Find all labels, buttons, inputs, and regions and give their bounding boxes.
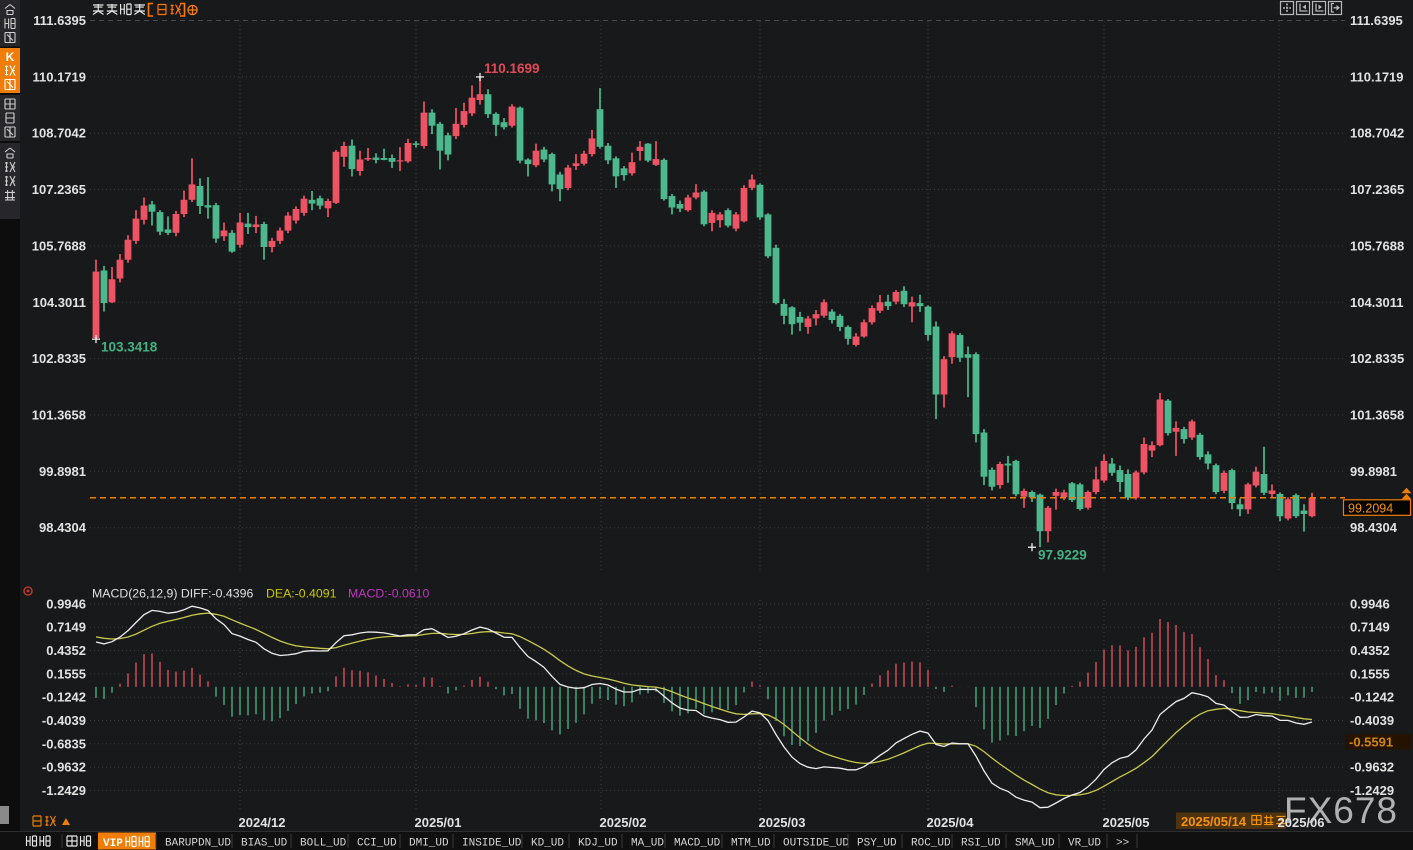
svg-text:-1.2429: -1.2429 bbox=[42, 783, 86, 798]
svg-text:BARUPDN_UD: BARUPDN_UD bbox=[165, 838, 231, 850]
svg-text:108.7042: 108.7042 bbox=[32, 126, 86, 141]
svg-text:-0.9632: -0.9632 bbox=[1350, 760, 1394, 775]
svg-text:0.4352: 0.4352 bbox=[1350, 643, 1390, 658]
svg-text:107.2365: 107.2365 bbox=[1350, 182, 1404, 197]
svg-text:-0.4039: -0.4039 bbox=[1350, 713, 1394, 728]
svg-text:2025/05: 2025/05 bbox=[1103, 815, 1150, 830]
svg-text:101.3658: 101.3658 bbox=[32, 407, 86, 422]
svg-text:VR_UD: VR_UD bbox=[1068, 838, 1101, 850]
svg-text:104.3011: 104.3011 bbox=[1350, 295, 1404, 310]
svg-text:MACD(26,12,9) DIFF:-0.4396: MACD(26,12,9) DIFF:-0.4396 bbox=[92, 587, 253, 601]
svg-text:2025/05/14: 2025/05/14 bbox=[1181, 814, 1247, 829]
svg-text:105.7688: 105.7688 bbox=[1350, 238, 1404, 253]
svg-text:INSIDE_UD: INSIDE_UD bbox=[462, 838, 522, 850]
svg-text:105.7688: 105.7688 bbox=[32, 238, 86, 253]
svg-text:110.1719: 110.1719 bbox=[1350, 69, 1404, 84]
svg-text:0.7149: 0.7149 bbox=[1350, 620, 1390, 635]
svg-text:0.9946: 0.9946 bbox=[46, 596, 86, 611]
svg-text:-0.4039: -0.4039 bbox=[42, 713, 86, 728]
svg-text:111.6395: 111.6395 bbox=[33, 13, 86, 28]
svg-text:KDJ_UD: KDJ_UD bbox=[578, 838, 618, 850]
svg-text:101.3658: 101.3658 bbox=[1350, 407, 1404, 422]
svg-text:98.4304: 98.4304 bbox=[1350, 520, 1398, 535]
svg-text:110.1719: 110.1719 bbox=[32, 69, 86, 84]
svg-text:MACD_UD: MACD_UD bbox=[674, 838, 721, 850]
svg-text:0.7149: 0.7149 bbox=[46, 620, 86, 635]
svg-text:MACD:-0.0610: MACD:-0.0610 bbox=[348, 587, 429, 601]
svg-text:KD_UD: KD_UD bbox=[531, 838, 564, 850]
svg-text:-0.1242: -0.1242 bbox=[42, 690, 86, 705]
svg-text:BIAS_UD: BIAS_UD bbox=[241, 838, 288, 850]
svg-text:FX678: FX678 bbox=[1284, 790, 1398, 831]
svg-text:-0.5591: -0.5591 bbox=[1349, 735, 1393, 750]
svg-text:0.4352: 0.4352 bbox=[46, 643, 86, 658]
svg-text:>>: >> bbox=[1116, 838, 1129, 850]
svg-text:111.6395: 111.6395 bbox=[1350, 13, 1403, 28]
svg-text:98.4304: 98.4304 bbox=[39, 520, 87, 535]
svg-text:PSY_UD: PSY_UD bbox=[857, 838, 897, 850]
svg-text:0.1555: 0.1555 bbox=[46, 666, 86, 681]
svg-text:99.8981: 99.8981 bbox=[39, 464, 86, 479]
svg-text:-0.9632: -0.9632 bbox=[42, 760, 86, 775]
svg-text:0.1555: 0.1555 bbox=[1350, 666, 1390, 681]
svg-text:ROC_UD: ROC_UD bbox=[911, 838, 951, 850]
svg-text:BOLL_UD: BOLL_UD bbox=[300, 838, 347, 850]
svg-text:-1.2429: -1.2429 bbox=[1350, 783, 1394, 798]
svg-text:103.3418: 103.3418 bbox=[101, 340, 158, 355]
svg-text:RSI_UD: RSI_UD bbox=[961, 838, 1001, 850]
svg-text:110.1699: 110.1699 bbox=[484, 61, 540, 76]
svg-text:2024/12: 2024/12 bbox=[239, 815, 286, 830]
svg-text:2025/01: 2025/01 bbox=[415, 815, 462, 830]
svg-text:2025/03: 2025/03 bbox=[759, 815, 806, 830]
svg-text:107.2365: 107.2365 bbox=[32, 182, 86, 197]
svg-text:-0.6835: -0.6835 bbox=[42, 736, 86, 751]
svg-text:102.8335: 102.8335 bbox=[1350, 351, 1404, 366]
svg-text:2025/02: 2025/02 bbox=[600, 815, 647, 830]
svg-text:K: K bbox=[6, 50, 15, 64]
svg-text:MTM_UD: MTM_UD bbox=[731, 838, 771, 850]
svg-text:VIP: VIP bbox=[103, 838, 123, 850]
svg-text:99.8981: 99.8981 bbox=[1350, 464, 1397, 479]
svg-text:104.3011: 104.3011 bbox=[32, 295, 86, 310]
svg-text:108.7042: 108.7042 bbox=[1350, 126, 1404, 141]
svg-text:97.9229: 97.9229 bbox=[1038, 548, 1087, 563]
svg-text:2025/04: 2025/04 bbox=[927, 815, 975, 830]
svg-text:CCI_UD: CCI_UD bbox=[357, 838, 397, 850]
svg-text:SMA_UD: SMA_UD bbox=[1015, 838, 1055, 850]
svg-text:OUTSIDE_UD: OUTSIDE_UD bbox=[783, 838, 849, 850]
svg-text:DMI_UD: DMI_UD bbox=[409, 838, 449, 850]
svg-text:2025/06: 2025/06 bbox=[1278, 815, 1325, 830]
svg-text:-0.1242: -0.1242 bbox=[1350, 690, 1394, 705]
svg-text:102.8335: 102.8335 bbox=[32, 351, 86, 366]
svg-text:DEA:-0.4091: DEA:-0.4091 bbox=[266, 587, 337, 601]
svg-text:99.2094: 99.2094 bbox=[1348, 501, 1393, 515]
svg-text:MA_UD: MA_UD bbox=[631, 838, 664, 850]
svg-text:0.9946: 0.9946 bbox=[1350, 596, 1390, 611]
